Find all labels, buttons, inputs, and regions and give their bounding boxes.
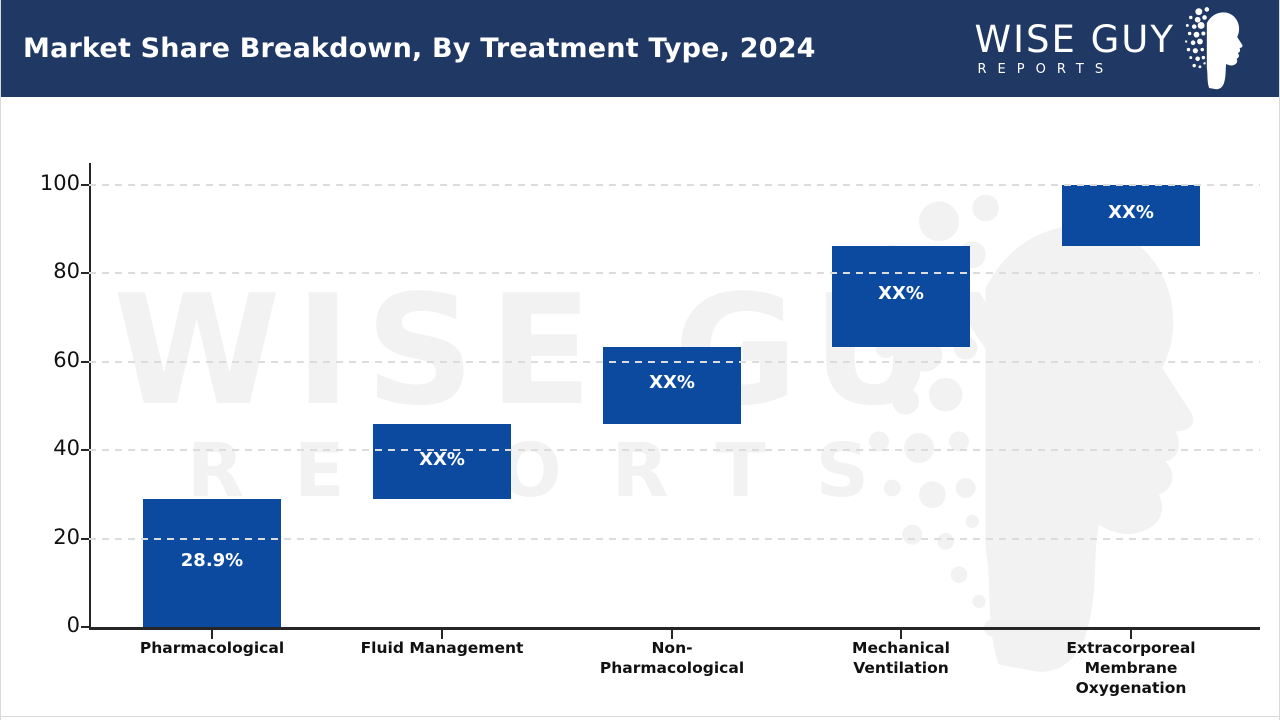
bar — [832, 245, 970, 347]
x-tick-mark — [900, 630, 902, 639]
bar — [143, 499, 281, 627]
bar — [603, 346, 741, 424]
page-title: Market Share Breakdown, By Treatment Typ… — [23, 33, 816, 64]
x-tick-mark — [441, 630, 443, 639]
y-tick-mark — [81, 626, 89, 628]
x-axis — [89, 627, 1260, 630]
x-tick-label: Fluid Management — [360, 639, 524, 657]
y-tick-label: 0 — [66, 613, 80, 637]
y-tick-mark — [81, 537, 89, 540]
brand-name: WISE GUY — [974, 17, 1175, 61]
y-tick-label: 100 — [39, 170, 80, 195]
watermark-text-reports: REPORTS — [187, 428, 920, 514]
bar-value-label: XX% — [878, 283, 924, 305]
bar-value-label: XX% — [419, 448, 465, 470]
bar — [373, 423, 511, 500]
brand-subname: REPORTS — [977, 61, 1115, 77]
gridline — [89, 360, 1260, 363]
x-tick-mark — [671, 630, 673, 639]
y-tick-label: 80 — [53, 259, 80, 283]
y-tick-mark — [81, 272, 89, 274]
gridline — [89, 183, 1260, 186]
x-tick-label: Extracorporeal Membrane Oxygenation — [1066, 639, 1196, 697]
gridline — [89, 537, 1260, 540]
x-tick-label: Pharmacological — [139, 639, 285, 657]
x-tick-label: Non-Pharmacological — [599, 639, 745, 677]
y-tick-label: 20 — [53, 524, 80, 549]
gridline — [89, 272, 1260, 274]
header-bar: Market Share Breakdown, By Treatment Typ… — [1, 0, 1279, 97]
gridline — [89, 449, 1260, 451]
y-tick-label: 40 — [53, 436, 80, 460]
y-axis — [89, 162, 91, 630]
x-tick-mark — [1130, 630, 1132, 639]
frame-bottom-border — [1, 716, 1279, 717]
y-tick-label: 60 — [53, 347, 80, 372]
bar-value-label: XX% — [1108, 202, 1154, 224]
brand-logo-text: WISE GUY REPORTS — [975, 21, 1175, 77]
y-tick-mark — [81, 449, 89, 451]
y-tick-mark — [81, 360, 89, 363]
x-tick-mark — [211, 630, 213, 639]
bar — [1062, 184, 1200, 246]
brand-logo: WISE GUY REPORTS — [975, 0, 1279, 97]
bar-value-label: XX% — [649, 372, 695, 394]
y-tick-mark — [81, 183, 89, 186]
brand-head-icon — [1185, 6, 1243, 89]
bar-value-label: 28.9% — [180, 550, 244, 572]
x-tick-label: Mechanical Ventilation — [852, 639, 950, 677]
